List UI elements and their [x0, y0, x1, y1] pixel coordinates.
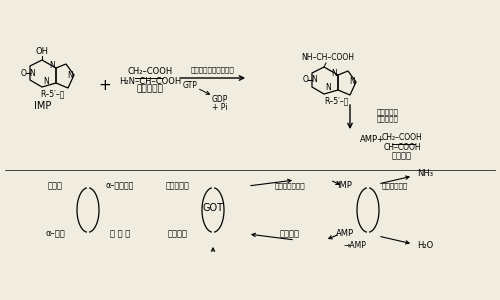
Text: O: O	[303, 76, 309, 85]
Text: 天门冬氨酸: 天门冬氨酸	[166, 182, 190, 190]
Text: 草酰乙酸: 草酰乙酸	[168, 230, 188, 238]
Text: GDP: GDP	[212, 95, 228, 104]
Text: AMP+: AMP+	[360, 136, 385, 145]
Text: 腕苷酸代琥珀酸合成醂: 腕苷酸代琥珀酸合成醂	[191, 67, 235, 73]
Text: 腕苷酸脱氨醂: 腕苷酸脱氨醂	[382, 183, 408, 189]
Text: α–酱酸: α–酱酸	[45, 230, 65, 238]
Text: R–5′–Ⓙ: R–5′–Ⓙ	[324, 97, 348, 106]
Text: 腕苷酸代琥: 腕苷酸代琥	[377, 109, 399, 115]
Text: 延胡索酸: 延胡索酸	[392, 152, 412, 160]
Text: α–酱戊二酸: α–酱戊二酸	[106, 182, 134, 190]
Text: GOT: GOT	[202, 203, 224, 213]
Text: H₂N–CH–COOH: H₂N–CH–COOH	[119, 76, 181, 85]
Text: IMP: IMP	[338, 182, 352, 190]
Text: 珀酸裂解醂: 珀酸裂解醂	[377, 116, 399, 122]
Text: N: N	[67, 70, 73, 80]
Text: AMP: AMP	[336, 230, 354, 238]
Text: N: N	[43, 76, 49, 85]
Text: GTP: GTP	[182, 80, 198, 89]
Text: 延胡索酸: 延胡索酸	[280, 230, 300, 238]
Text: 天门冬氨酸: 天门冬氨酸	[136, 85, 164, 94]
Text: N: N	[49, 61, 55, 70]
Text: CH₂–COOH: CH₂–COOH	[382, 134, 422, 142]
Text: CH–COOH: CH–COOH	[383, 143, 421, 152]
Text: 氨基酸: 氨基酸	[48, 182, 62, 190]
Text: →AMP: →AMP	[344, 242, 366, 250]
Text: CH₂–COOH: CH₂–COOH	[128, 68, 172, 76]
Text: IMP: IMP	[34, 101, 51, 111]
Text: 腕苷酸代琥珀酸: 腕苷酸代琥珀酸	[274, 183, 306, 189]
Text: NH–CH–COOH: NH–CH–COOH	[302, 53, 354, 62]
Text: O: O	[21, 68, 27, 77]
Text: NH₃: NH₃	[417, 169, 433, 178]
Text: N: N	[331, 68, 337, 77]
Text: N: N	[311, 76, 317, 85]
Text: 谷 氨 酸: 谷 氨 酸	[110, 230, 130, 238]
Text: N: N	[29, 68, 35, 77]
Text: H₂O: H₂O	[417, 242, 433, 250]
Text: N: N	[349, 77, 355, 86]
Text: +: +	[98, 77, 112, 92]
Text: N: N	[325, 83, 331, 92]
Text: OH: OH	[36, 47, 49, 56]
Text: + Pi: + Pi	[212, 103, 228, 112]
Text: R–5′–Ⓙ: R–5′–Ⓙ	[40, 89, 64, 98]
